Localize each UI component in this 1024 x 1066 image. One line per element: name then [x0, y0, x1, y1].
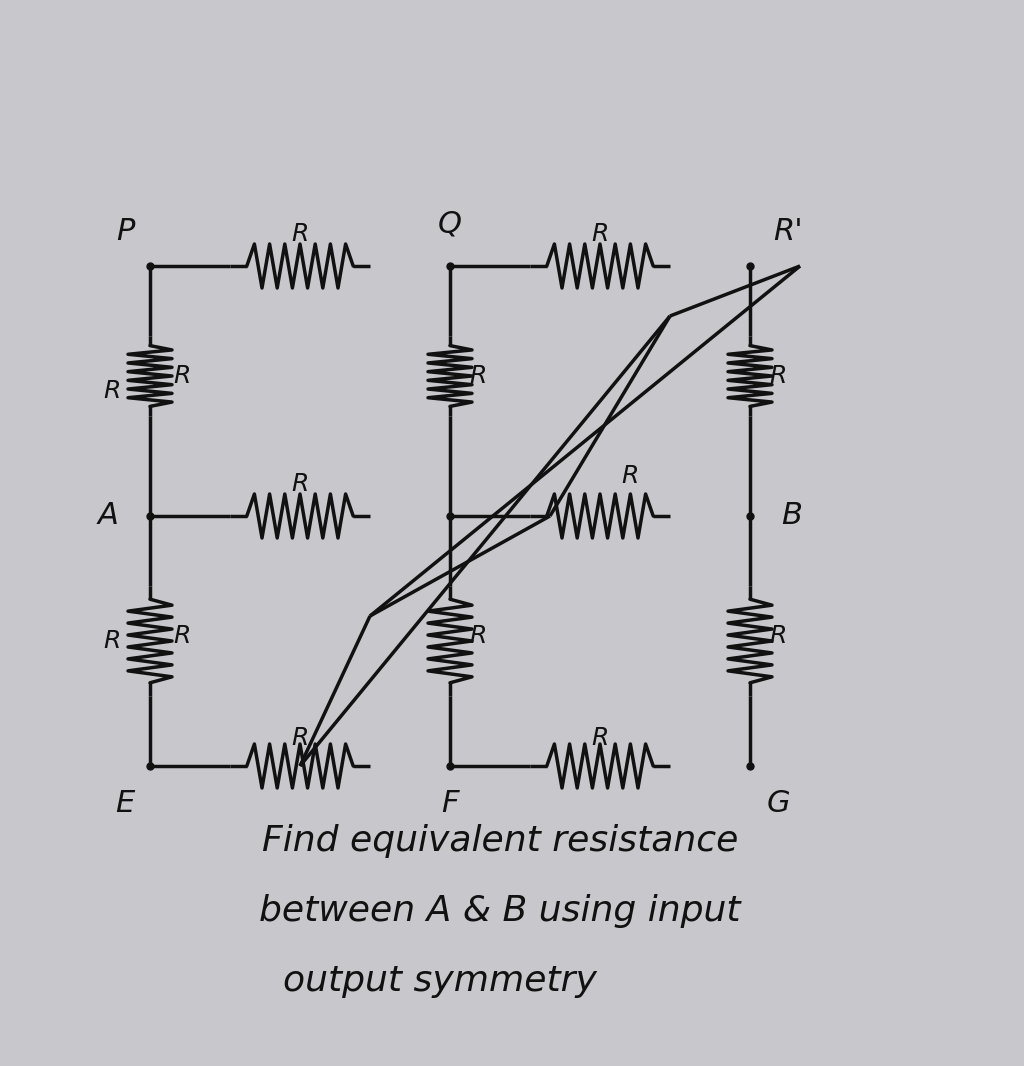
Text: R: R — [291, 726, 308, 750]
Text: R': R' — [773, 216, 803, 245]
Text: R: R — [469, 364, 486, 388]
Text: E: E — [116, 790, 134, 819]
Text: A: A — [97, 501, 119, 531]
Text: Q: Q — [438, 210, 462, 239]
Text: between A & B using input: between A & B using input — [259, 894, 740, 928]
Text: R: R — [103, 629, 121, 653]
Text: F: F — [441, 790, 459, 819]
Text: R: R — [591, 726, 608, 750]
Text: P: P — [116, 216, 134, 245]
Text: G: G — [766, 790, 790, 819]
Text: R: R — [469, 624, 486, 648]
Text: R: R — [769, 624, 786, 648]
Text: R: R — [291, 472, 308, 496]
Text: Find equivalent resistance: Find equivalent resistance — [262, 824, 738, 858]
Text: R: R — [769, 364, 786, 388]
Text: R: R — [173, 624, 190, 648]
Text: R: R — [103, 379, 121, 403]
Text: output symmetry: output symmetry — [283, 964, 597, 998]
Text: R: R — [291, 222, 308, 246]
Text: R: R — [622, 464, 639, 488]
Text: R: R — [173, 364, 190, 388]
Text: B: B — [781, 501, 803, 531]
Text: R: R — [591, 222, 608, 246]
